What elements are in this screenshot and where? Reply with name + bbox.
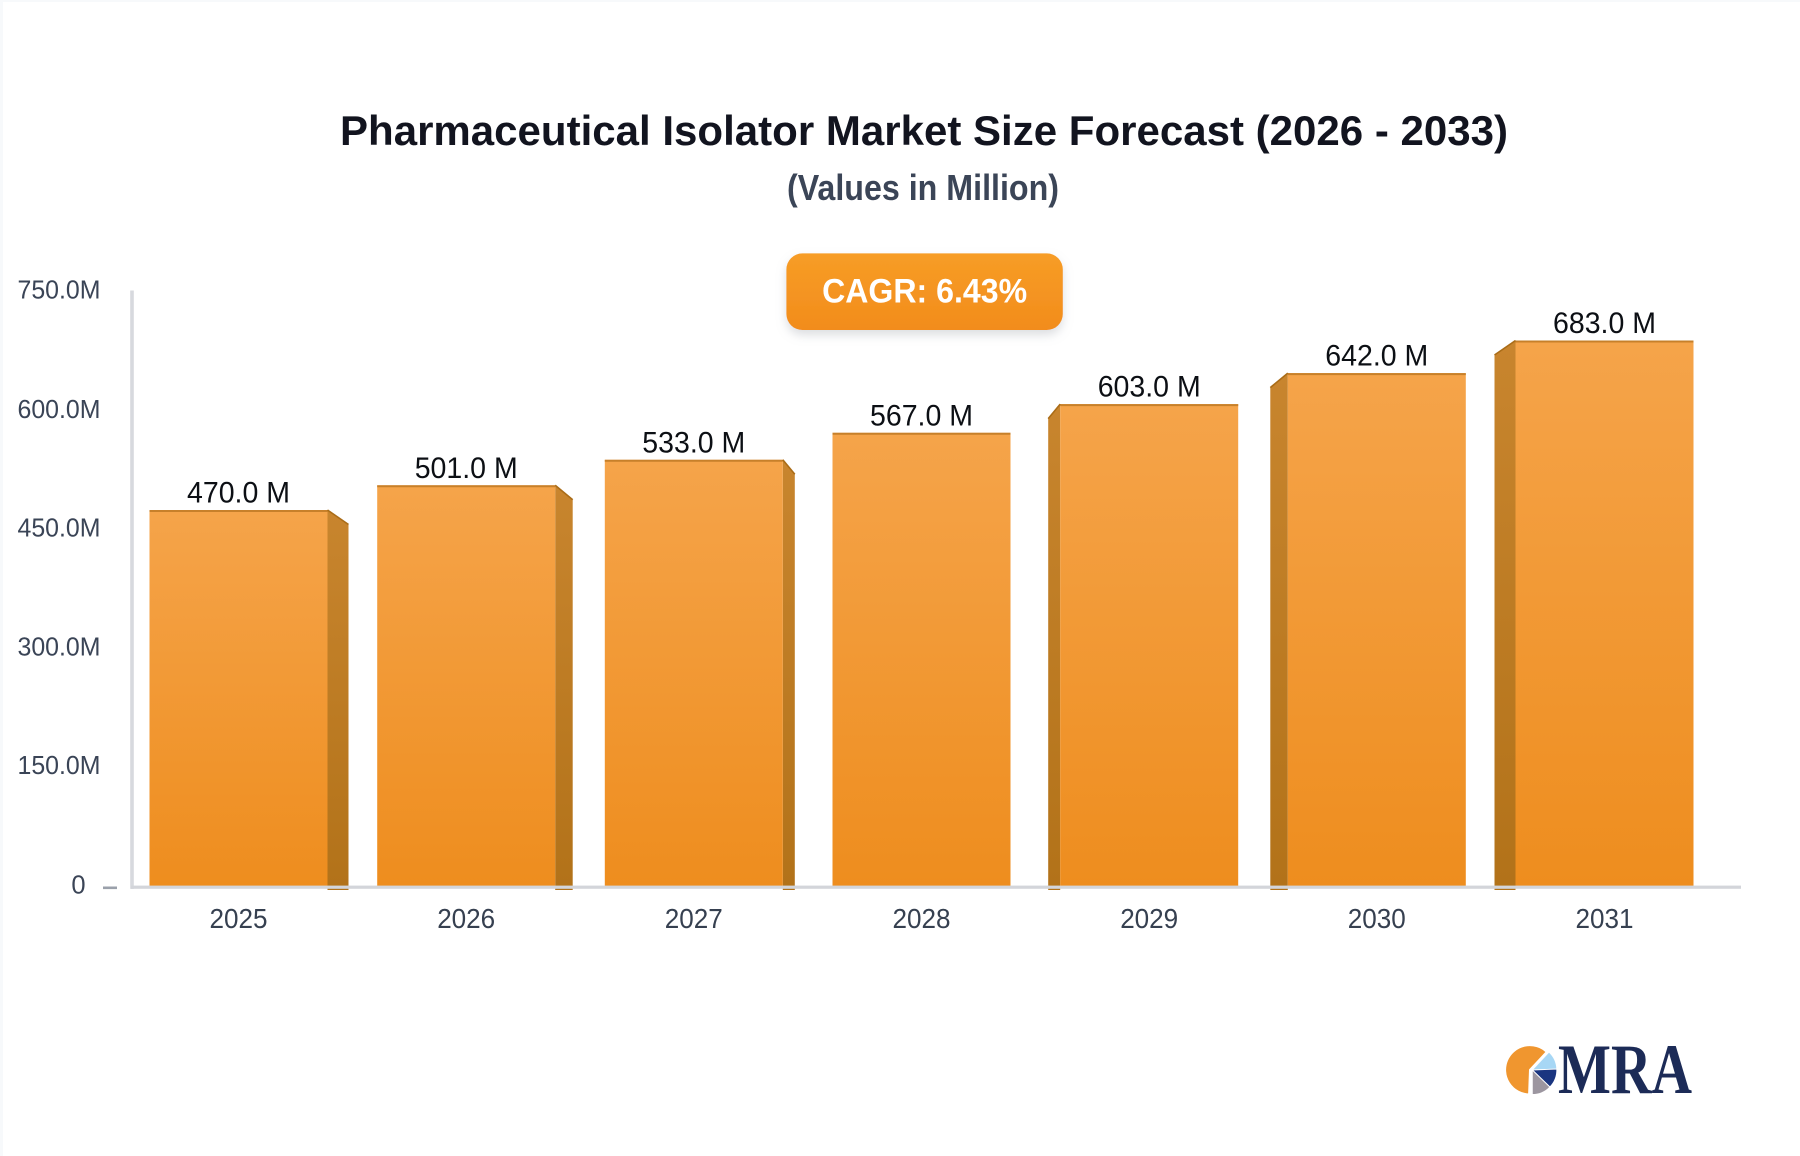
svg-text:150.0M: 150.0M xyxy=(18,752,101,780)
svg-text:470.0 M: 470.0 M xyxy=(187,477,290,510)
svg-text:501.0 M: 501.0 M xyxy=(415,452,518,485)
svg-text:2029: 2029 xyxy=(1120,903,1178,934)
svg-text:0: 0 xyxy=(71,872,85,900)
svg-text:300.0M: 300.0M xyxy=(18,634,101,662)
svg-text:450.0M: 450.0M xyxy=(18,515,101,543)
svg-text:600.0M: 600.0M xyxy=(18,396,101,424)
svg-text:(Values in Million): (Values in Million) xyxy=(787,167,1059,208)
svg-text:MRA: MRA xyxy=(1558,1031,1692,1109)
svg-text:567.0 M: 567.0 M xyxy=(870,399,973,432)
svg-text:642.0 M: 642.0 M xyxy=(1325,340,1428,373)
svg-text:603.0 M: 603.0 M xyxy=(1098,371,1201,404)
svg-text:2025: 2025 xyxy=(210,903,268,934)
svg-text:Pharmaceutical Isolator Market: Pharmaceutical Isolator Market Size Fore… xyxy=(340,107,1508,154)
svg-text:2027: 2027 xyxy=(665,903,723,934)
svg-text:683.0 M: 683.0 M xyxy=(1553,307,1656,340)
svg-text:750.0M: 750.0M xyxy=(18,277,101,305)
svg-text:2028: 2028 xyxy=(893,903,951,934)
svg-text:2031: 2031 xyxy=(1576,903,1634,934)
svg-text:533.0 M: 533.0 M xyxy=(642,426,745,459)
svg-text:2030: 2030 xyxy=(1348,903,1406,934)
svg-text:2026: 2026 xyxy=(437,903,495,934)
svg-text:CAGR: 6.43%: CAGR: 6.43% xyxy=(822,273,1027,311)
